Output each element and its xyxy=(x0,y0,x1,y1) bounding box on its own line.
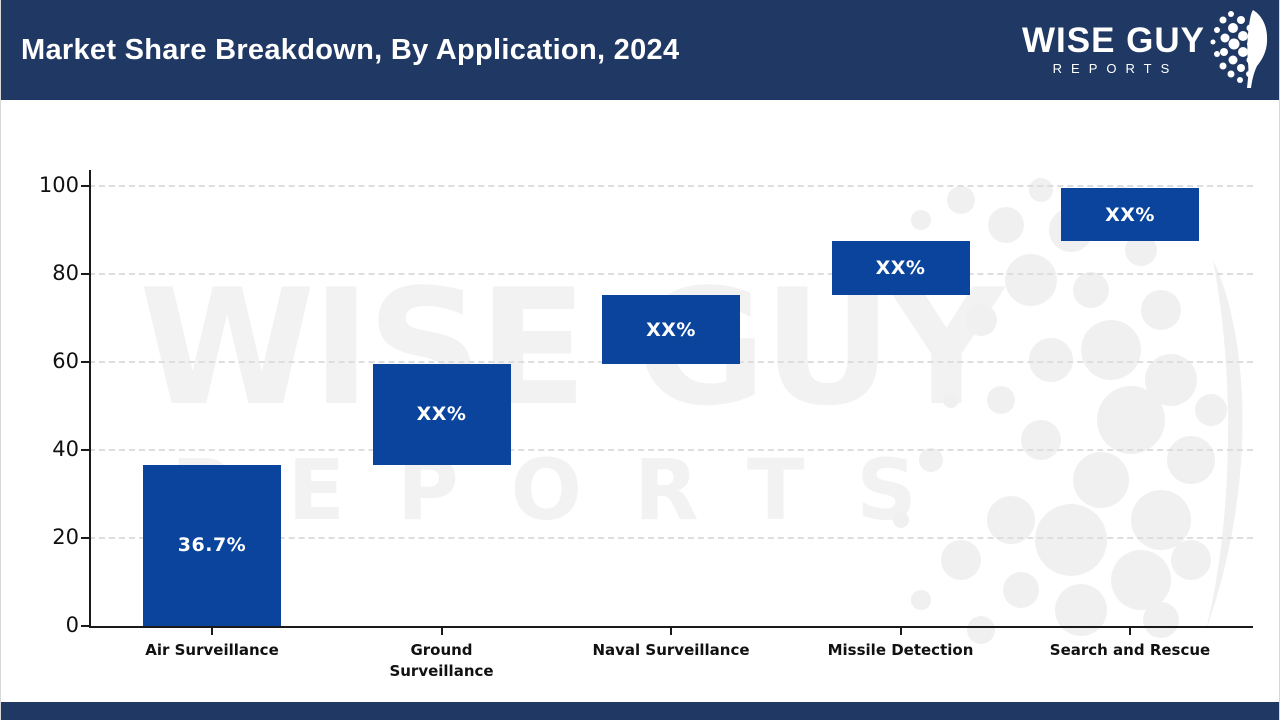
x-category-label: Naval Surveillance xyxy=(592,641,750,659)
bar-4: XX% xyxy=(831,241,970,296)
y-tick xyxy=(81,273,89,275)
gridline xyxy=(89,537,1253,539)
y-tick xyxy=(81,537,89,539)
y-tick xyxy=(81,625,89,627)
x-category-label: Ground Surveillance xyxy=(389,641,494,680)
y-tick-label: 0 xyxy=(65,613,79,637)
y-axis-line xyxy=(89,170,91,628)
x-tick xyxy=(440,628,443,635)
footer-band xyxy=(1,702,1279,720)
watermark-face-icon xyxy=(893,178,1243,644)
gridline xyxy=(89,185,1253,187)
bar-1: 36.7% xyxy=(143,464,281,626)
brand-logo: WISE GUY REPORTS xyxy=(1022,8,1269,90)
gridline xyxy=(89,273,1253,275)
bar-3: XX% xyxy=(602,295,740,365)
y-tick-label: 100 xyxy=(38,173,79,197)
bar-2: XX% xyxy=(372,364,511,465)
x-category-label: Search and Rescue xyxy=(1049,641,1211,659)
bar-value-label: XX% xyxy=(875,257,926,280)
header-band: Market Share Breakdown, By Application, … xyxy=(1,0,1279,100)
brand-face-icon xyxy=(1210,10,1268,88)
y-tick-label: 80 xyxy=(52,261,79,285)
y-tick xyxy=(81,361,89,363)
bar-value-label: XX% xyxy=(1105,203,1155,226)
y-tick-label: 20 xyxy=(52,525,79,549)
y-tick-label: 40 xyxy=(52,437,79,461)
x-tick xyxy=(211,628,213,635)
y-tick xyxy=(81,449,89,451)
x-tick xyxy=(670,628,672,635)
bar-value-label: 36.7% xyxy=(177,534,247,557)
y-tick xyxy=(81,185,89,187)
gridline xyxy=(89,449,1253,451)
x-category-label: Air Surveillance xyxy=(145,641,279,659)
brand-name: WISE GUY xyxy=(1021,21,1205,60)
watermark-text-secondary: REPORTS xyxy=(171,441,969,539)
x-axis-line xyxy=(89,626,1253,628)
y-tick-label: 60 xyxy=(52,349,79,373)
x-tick xyxy=(1129,628,1131,635)
brand-wordmark: WISE GUY REPORTS xyxy=(1022,23,1205,75)
x-tick xyxy=(899,628,902,635)
bar-value-label: XX% xyxy=(646,318,696,341)
brand-subtitle: REPORTS xyxy=(1052,61,1179,76)
x-category-label: Missile Detection xyxy=(827,641,974,659)
bar-5: XX% xyxy=(1061,188,1199,241)
page-title: Market Share Breakdown, By Application, … xyxy=(21,33,680,66)
bar-value-label: XX% xyxy=(416,403,467,426)
